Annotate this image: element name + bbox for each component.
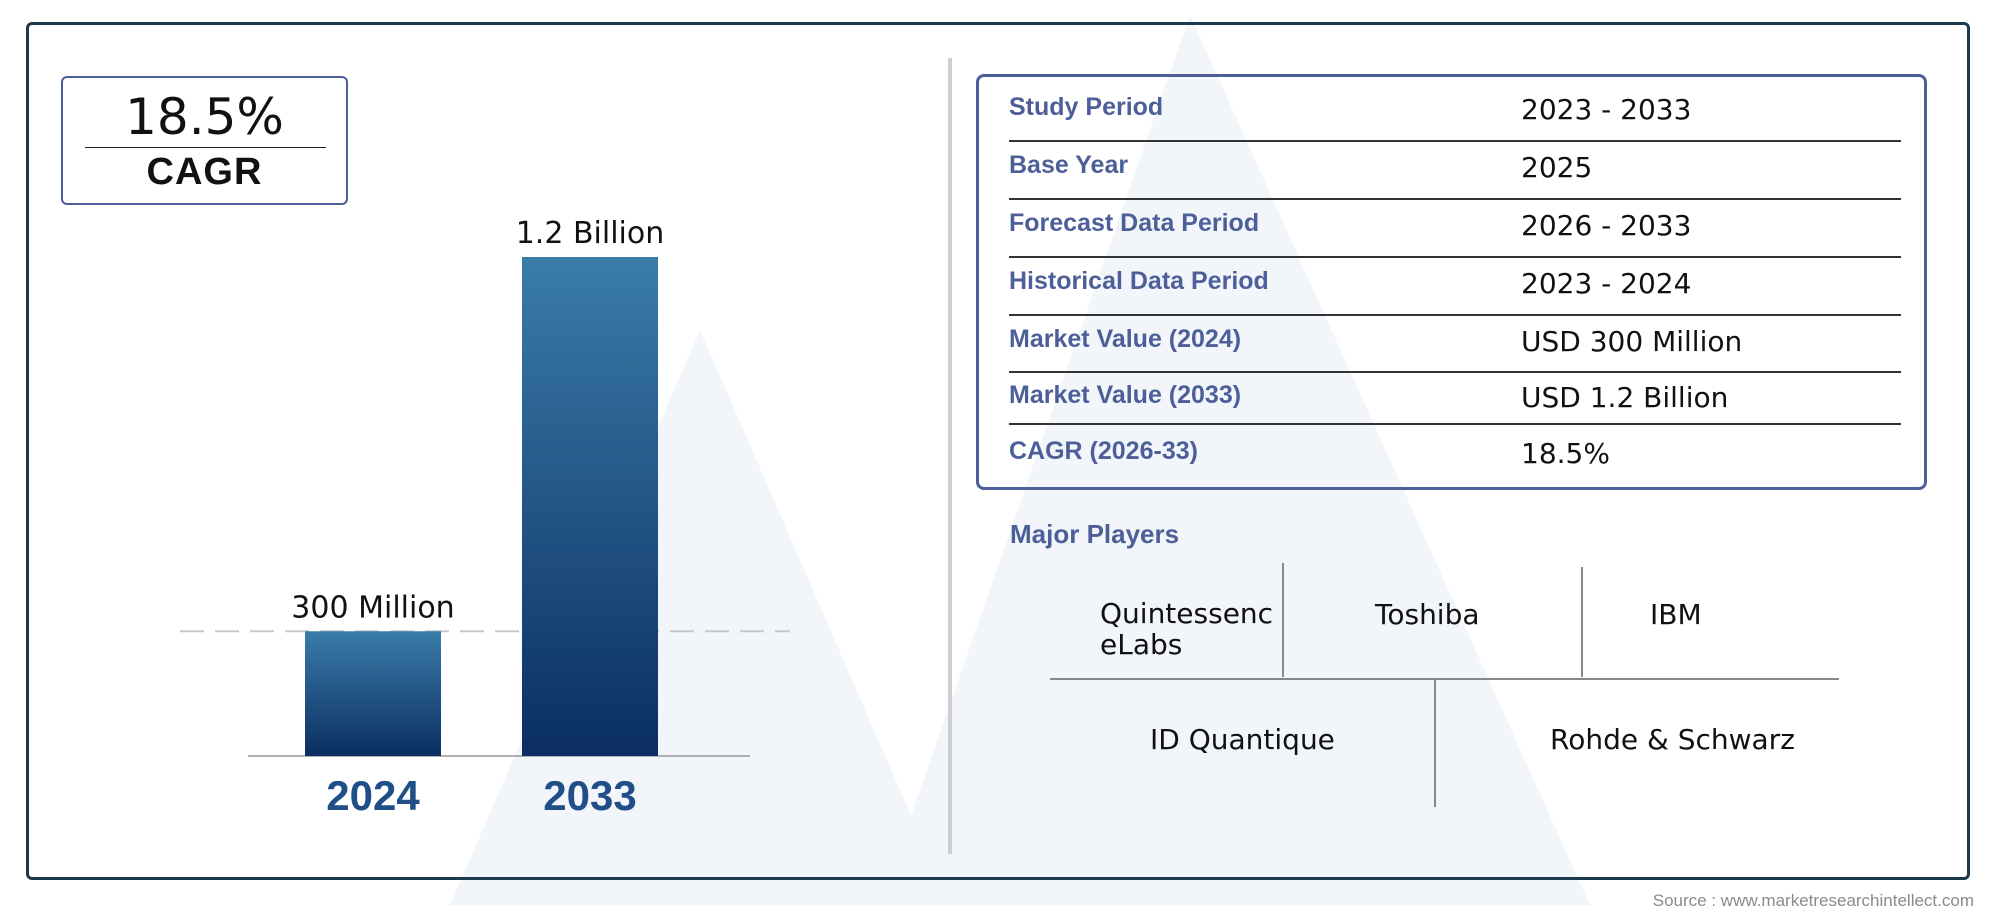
info-row-value: USD 300 Million: [1521, 325, 1743, 358]
market-bar-chart: 300 Million 2024 1.2 Billion 2033: [180, 216, 790, 819]
section-divider: [948, 58, 952, 854]
info-row-divider: [1009, 140, 1901, 142]
major-players-title: Major Players: [1010, 519, 1180, 549]
cagr-box: 18.5% CAGR: [61, 76, 348, 205]
info-row-divider: [1009, 256, 1901, 258]
player-ibm: IBM: [1650, 598, 1702, 631]
market-info-table: Study Period 2023 - 2033 Base Year 2025 Fore…: [976, 74, 1927, 490]
cagr-divider: [85, 147, 326, 148]
players-grid-line: [1581, 567, 1583, 677]
bar-2033: [522, 257, 658, 756]
info-row-value: 18.5%: [1521, 437, 1610, 470]
info-row-label: CAGR (2026-33): [1009, 437, 1198, 465]
info-row-label: Market Value (2033): [1009, 381, 1242, 409]
bar-data-label: 300 Million: [291, 590, 454, 625]
info-row-value: USD 1.2 Billion: [1521, 381, 1729, 414]
info-row-label: Base Year: [1009, 151, 1129, 179]
info-row-label: Study Period: [1009, 93, 1164, 121]
info-row-divider: [1009, 423, 1901, 425]
player-quintessencelabs: Quintessenc eLabs: [1100, 597, 1274, 661]
info-row-value: 2023 - 2033: [1521, 93, 1692, 126]
info-row-value: 2025: [1521, 151, 1593, 184]
players-grid-line: [1050, 678, 1839, 680]
info-row-divider: [1009, 371, 1901, 373]
players-grid-line: [1282, 563, 1284, 677]
cagr-value: 18.5%: [125, 88, 284, 146]
bar-2024: [305, 631, 441, 756]
info-row-label: Historical Data Period: [1009, 267, 1269, 295]
info-row-divider: [1009, 198, 1901, 200]
cagr-label: CAGR: [146, 151, 263, 193]
player-id-quantique: ID Quantique: [1150, 723, 1335, 756]
info-row-label: Forecast Data Period: [1009, 209, 1260, 237]
player-toshiba: Toshiba: [1375, 598, 1480, 631]
info-row-divider: [1009, 314, 1901, 316]
infographic-frame: [26, 22, 1970, 880]
info-row-value: 2023 - 2024: [1521, 267, 1692, 300]
info-row-label: Market Value (2024): [1009, 325, 1242, 353]
players-grid-line: [1434, 679, 1436, 807]
bar-data-label: 1.2 Billion: [516, 216, 665, 251]
source-credit: Source : www.marketresearchintellect.com: [1652, 891, 1974, 910]
x-tick-label: 2024: [326, 772, 420, 819]
info-row-value: 2026 - 2033: [1521, 209, 1692, 242]
player-rohde-schwarz: Rohde & Schwarz: [1550, 723, 1795, 756]
x-tick-label: 2033: [543, 772, 636, 819]
